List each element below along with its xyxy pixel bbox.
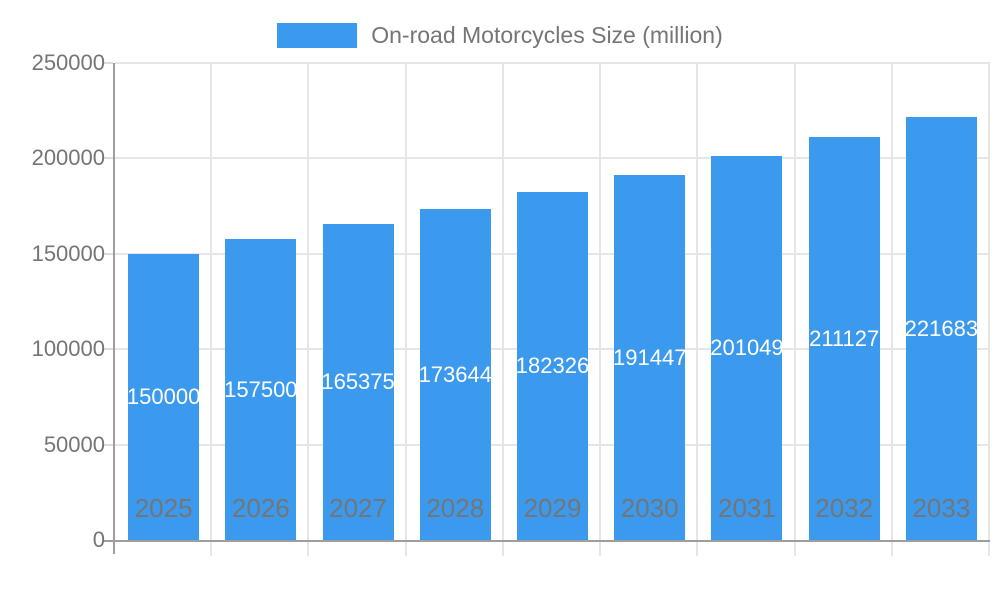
y-tick	[103, 443, 113, 446]
bar-2033[interactable]: 221683	[905, 117, 977, 540]
bar-2028[interactable]: 173644	[419, 209, 491, 540]
x-axis-tick-label: 2030	[620, 493, 679, 523]
y-axis-tick-label: 200000	[31, 145, 105, 171]
y-axis-line	[113, 63, 115, 554]
y-tick	[103, 62, 113, 64]
bar-value-label: 173644	[419, 361, 491, 387]
x-axis-tick-label: 2025	[134, 493, 193, 523]
gridline-x-boundary	[210, 63, 213, 540]
x-axis-tick-label: 2032	[815, 493, 874, 523]
bar-value-label: 157500	[225, 376, 297, 402]
y-axis-tick-label: 250000	[31, 50, 105, 75]
gridline-x-boundary	[988, 63, 990, 540]
y-tick	[103, 252, 113, 255]
x-axis-tick-label: 2033	[912, 493, 971, 523]
x-axis-tick-label: 2026	[231, 493, 290, 523]
bar-2031[interactable]: 201049	[711, 156, 783, 540]
bar-value-label: 201049	[711, 335, 783, 360]
gridline-x-boundary	[307, 63, 310, 540]
bar-value-label: 182326	[517, 353, 588, 378]
x-tick	[210, 542, 213, 556]
y-axis-tick-label: 150000	[31, 240, 105, 266]
legend-label: On-road Motorcycles Size (million)	[371, 21, 723, 48]
plot-area: 150000 157500 165375 173644 182326 191447 2010…	[103, 62, 990, 556]
x-tick	[696, 542, 699, 556]
x-axis-tick-label: 2027	[329, 493, 387, 523]
x-axis-tick-label: 2029	[523, 493, 582, 523]
x-tick	[599, 542, 602, 556]
bar-2026[interactable]: 157500	[225, 239, 297, 540]
bar-2027[interactable]: 165375	[322, 224, 394, 540]
y-axis-tick-label: 0	[92, 527, 105, 552]
y-tick	[103, 157, 113, 160]
x-tick	[501, 542, 504, 556]
x-axis-tick-label: 2031	[718, 493, 776, 523]
gridline-x-boundary	[404, 63, 407, 540]
gridline-x-boundary	[501, 63, 504, 540]
x-axis-line	[103, 540, 990, 542]
bar-value-label: 165375	[322, 369, 394, 394]
bar-2025[interactable]: 150000	[128, 254, 200, 540]
x-tick	[307, 542, 310, 556]
bar-value-label: 211127	[809, 325, 880, 351]
x-axis-tick-label: 2028	[426, 493, 485, 523]
legend[interactable]: On-road Motorcycles Size (million)	[0, 20, 1000, 50]
y-axis-tick-label: 100000	[31, 336, 105, 362]
y-axis-tick-label: 50000	[43, 431, 105, 457]
bar-value-label: 150000	[128, 384, 200, 409]
bar-2032[interactable]: 211127	[808, 137, 880, 540]
x-tick	[404, 542, 407, 556]
gridline-x-boundary	[890, 63, 893, 540]
bar-2030[interactable]: 191447	[614, 175, 686, 540]
x-tick	[890, 542, 893, 556]
gridline-x-boundary	[793, 63, 796, 540]
x-tick	[988, 542, 990, 556]
gridline-x-boundary	[696, 63, 699, 540]
gridline-x-boundary	[599, 63, 602, 540]
legend-swatch	[277, 22, 358, 48]
x-tick	[793, 542, 796, 556]
bar-value-label: 191447	[614, 344, 686, 370]
y-tick	[103, 348, 113, 351]
bar-2029[interactable]: 182326	[517, 192, 588, 540]
gridline-y-200000	[115, 157, 990, 160]
gridline-y-250000	[115, 62, 990, 64]
bar-value-label: 221683	[905, 315, 977, 341]
